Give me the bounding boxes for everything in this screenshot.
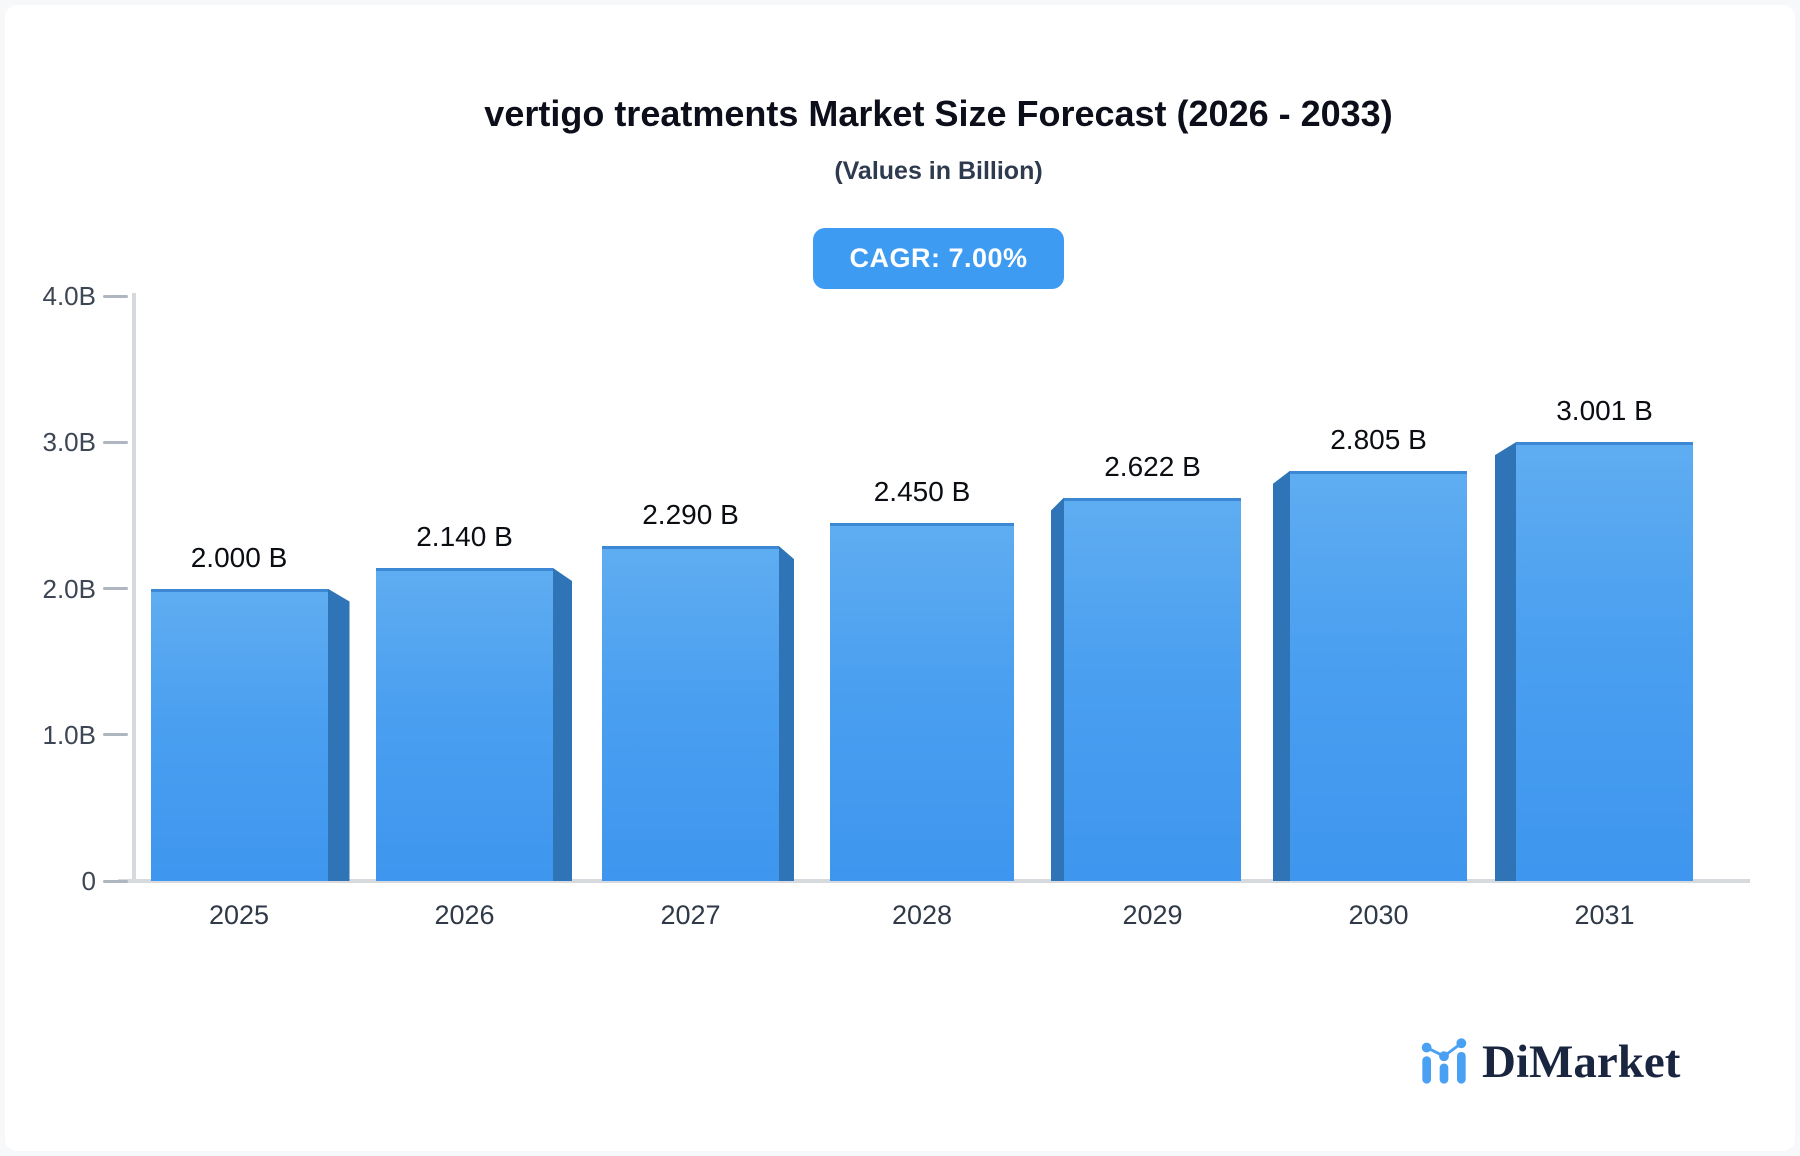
y-tick-mark: [103, 294, 128, 298]
y-tick-mark: [103, 733, 128, 737]
x-tick-label: 2027: [660, 900, 721, 930]
bar-value-label: 3.001 B: [1556, 395, 1653, 427]
y-tick-label: 1.0B: [42, 719, 97, 750]
brand-watermark: DiMarket: [1418, 1032, 1680, 1092]
x-tick-label: 2030: [1348, 900, 1409, 930]
x-axis-line: [118, 879, 1750, 883]
y-tick-label: 2.0B: [42, 573, 97, 604]
bar-2026: [376, 568, 553, 881]
y-tick-mark: [103, 879, 128, 883]
bar-3d-side: [553, 568, 572, 881]
bar-2028: [830, 522, 1014, 881]
chart-subtitle: (Values in Billion): [834, 157, 1043, 185]
cagr-badge: CAGR: 7.00%: [813, 228, 1064, 289]
y-axis-line: [132, 293, 136, 883]
bar-value-label: 2.805 B: [1330, 423, 1427, 455]
x-tick-label: 2031: [1574, 900, 1635, 930]
bar-value-label: 2.450 B: [873, 475, 971, 507]
y-tick-label: 3.0B: [42, 427, 97, 458]
bar-2027: [602, 546, 779, 881]
brand-name: DiMarket: [1482, 1036, 1681, 1088]
x-tick-label: 2026: [434, 900, 495, 930]
y-tick-mark: [103, 587, 128, 590]
bar-3d-side: [1495, 442, 1516, 881]
bar-2031: [1516, 442, 1693, 881]
bar-3d-side: [1051, 497, 1064, 881]
bar-value-label: 2.290 B: [642, 499, 739, 531]
bar-2030: [1290, 470, 1467, 881]
y-tick-label: 4.0B: [42, 281, 97, 311]
x-tick-label: 2025: [208, 900, 270, 930]
bar-3d-side: [1273, 470, 1290, 881]
dimarket-chart-icon: [1421, 1038, 1467, 1084]
x-tick-label: 2028: [891, 900, 953, 930]
y-tick-mark: [103, 440, 128, 444]
y-tick-label: 0: [81, 866, 96, 896]
chart-title: vertigo treatments Market Size Forecast …: [484, 93, 1393, 134]
bar-value-label: 2.140 B: [416, 521, 513, 553]
x-tick-label: 2029: [1122, 900, 1183, 930]
bar-value-label: 2.000 B: [190, 541, 288, 573]
bar-value-label: 2.622 B: [1104, 450, 1201, 482]
bar-3d-side: [779, 546, 794, 881]
bar-2025: [150, 588, 328, 881]
bar-3d-side: [327, 588, 350, 881]
bar-2029: [1064, 497, 1241, 881]
chart-header: vertigo treatments Market Size Forecast …: [132, 92, 1745, 289]
